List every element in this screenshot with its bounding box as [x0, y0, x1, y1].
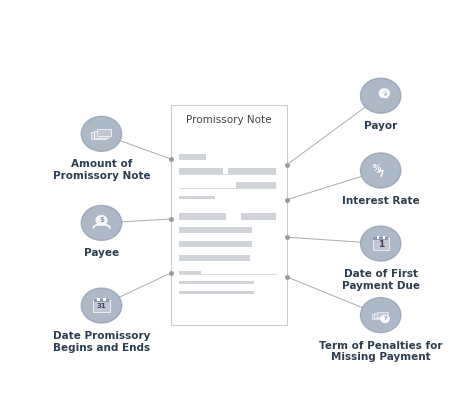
Text: 31: 31 [97, 303, 106, 309]
FancyBboxPatch shape [91, 132, 106, 139]
FancyBboxPatch shape [179, 241, 252, 247]
FancyBboxPatch shape [94, 131, 109, 138]
Text: Interest Rate: Interest Rate [342, 196, 419, 206]
FancyBboxPatch shape [179, 271, 201, 274]
Circle shape [381, 316, 389, 323]
FancyBboxPatch shape [213, 291, 254, 294]
Text: $: $ [99, 217, 104, 223]
Circle shape [360, 226, 401, 261]
Text: ?: ? [383, 316, 387, 321]
FancyBboxPatch shape [373, 237, 389, 250]
FancyBboxPatch shape [213, 281, 254, 284]
Circle shape [82, 116, 122, 151]
FancyBboxPatch shape [179, 291, 221, 294]
FancyBboxPatch shape [241, 214, 276, 220]
Text: Payor: Payor [364, 121, 397, 131]
Text: Date of First
Payment Due: Date of First Payment Due [342, 269, 419, 291]
FancyBboxPatch shape [93, 299, 109, 312]
FancyBboxPatch shape [97, 129, 111, 136]
Circle shape [360, 298, 401, 332]
Circle shape [360, 153, 401, 188]
FancyBboxPatch shape [372, 314, 384, 319]
FancyBboxPatch shape [383, 236, 385, 239]
FancyBboxPatch shape [94, 299, 109, 302]
Text: Amount of
Promissory Note: Amount of Promissory Note [53, 159, 150, 181]
Circle shape [379, 89, 389, 97]
Text: $: $ [382, 90, 386, 96]
FancyBboxPatch shape [377, 236, 379, 239]
Text: Promissory Note: Promissory Note [186, 116, 272, 126]
Circle shape [82, 288, 122, 323]
FancyBboxPatch shape [377, 312, 388, 317]
Circle shape [360, 78, 401, 113]
Circle shape [82, 205, 122, 240]
FancyBboxPatch shape [179, 227, 252, 233]
Text: Date Promissory
Begins and Ends: Date Promissory Begins and Ends [53, 331, 150, 353]
FancyBboxPatch shape [98, 298, 100, 301]
FancyBboxPatch shape [374, 237, 388, 240]
FancyBboxPatch shape [103, 298, 106, 301]
Circle shape [96, 216, 107, 225]
FancyBboxPatch shape [179, 154, 206, 160]
FancyBboxPatch shape [228, 168, 276, 174]
FancyBboxPatch shape [179, 168, 223, 174]
Text: 1: 1 [378, 240, 384, 249]
FancyBboxPatch shape [179, 281, 221, 284]
Text: Payee: Payee [84, 248, 119, 258]
FancyBboxPatch shape [374, 313, 386, 318]
FancyBboxPatch shape [179, 214, 227, 220]
FancyBboxPatch shape [179, 196, 215, 199]
Text: %: % [373, 164, 381, 173]
FancyBboxPatch shape [171, 105, 287, 325]
FancyBboxPatch shape [179, 255, 250, 261]
FancyBboxPatch shape [236, 182, 276, 188]
Text: Term of Penalties for
Missing Payment: Term of Penalties for Missing Payment [319, 341, 442, 362]
